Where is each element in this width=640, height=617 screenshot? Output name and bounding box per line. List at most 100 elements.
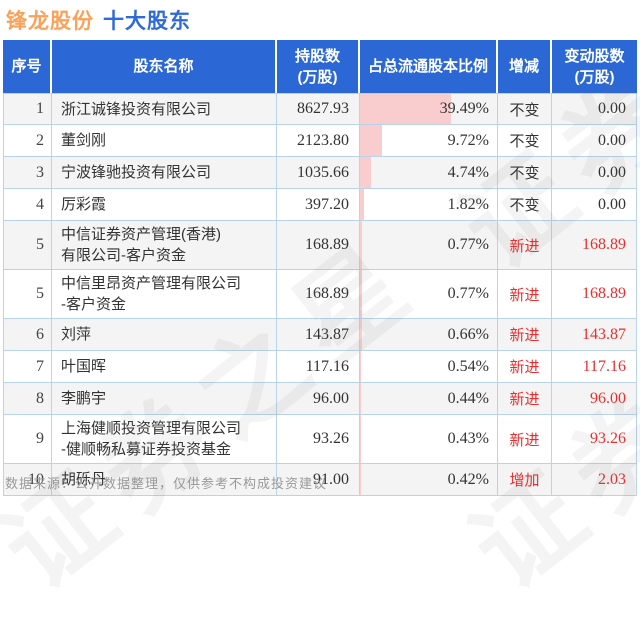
pct-value: 4.74% xyxy=(447,163,489,181)
row-no: 3 xyxy=(3,157,52,189)
pct-value: 0.44% xyxy=(447,389,489,407)
pct-bar xyxy=(360,415,361,463)
stock-name: 锋龙股份 xyxy=(6,10,94,33)
pct-bar xyxy=(360,125,383,156)
table-row: 9 上海健顺投资管理有限公司 -健顺畅私募证券投资基金 93.26 0.43% 新进 93… xyxy=(3,415,637,464)
pct-value: 0.43% xyxy=(447,430,489,447)
row-no: 10 xyxy=(3,464,52,496)
shares-held: 143.87 xyxy=(277,319,360,351)
table-row: 8 李鹏宇 96.00 0.44% 新进 96.00 xyxy=(3,383,637,415)
header-shares: 持股数 (万股) xyxy=(277,40,360,93)
row-no: 1 xyxy=(3,93,52,125)
pct-bar xyxy=(360,94,451,124)
change-shares: 96.00 xyxy=(552,383,637,415)
change-type: 新进 xyxy=(498,383,552,415)
shareholder-name: 董剑刚 xyxy=(52,125,277,157)
shareholder-name: 上海健顺投资管理有限公司 -健顺畅私募证券投资基金 xyxy=(52,415,277,464)
change-shares: 2.03 xyxy=(552,464,637,496)
shares-held: 168.89 xyxy=(277,221,360,270)
shares-held: 1035.66 xyxy=(277,157,360,189)
pct-bar xyxy=(360,464,361,495)
change-type: 新进 xyxy=(498,270,552,319)
pct-bar xyxy=(360,319,362,350)
pct-of-float: 0.66% xyxy=(360,319,498,351)
pct-value: 0.42% xyxy=(447,470,489,488)
pct-of-float: 0.77% xyxy=(360,270,498,319)
shareholder-name: 厉彩霞 xyxy=(52,189,277,221)
table-row: 3 宁波锋驰投资有限公司 1035.66 4.74% 不变 0.00 xyxy=(3,157,637,189)
change-shares: 0.00 xyxy=(552,93,637,125)
pct-of-float: 0.42% xyxy=(360,464,498,496)
pct-bar xyxy=(360,189,365,220)
pct-of-float: 9.72% xyxy=(360,125,498,157)
change-type: 不变 xyxy=(498,93,552,125)
row-no: 8 xyxy=(3,383,52,415)
pct-value: 0.77% xyxy=(447,236,489,253)
change-type: 新进 xyxy=(498,415,552,464)
shareholder-name: 李鹏宇 xyxy=(52,383,277,415)
pct-value: 0.66% xyxy=(447,325,489,343)
pct-value: 39.49% xyxy=(439,100,489,117)
table-row: 1 浙江诚锋投资有限公司 8627.93 39.49% 不变 0.00 xyxy=(3,93,637,125)
pct-of-float: 39.49% xyxy=(360,93,498,125)
change-type: 新进 xyxy=(498,319,552,351)
row-no: 5 xyxy=(3,270,52,319)
top10-shareholders-table: 序号 股东名称 持股数 (万股) 占总流通股本比例 增减 变动股数 (万股) 1… xyxy=(3,40,637,496)
pct-of-float: 4.74% xyxy=(360,157,498,189)
row-no: 5 xyxy=(3,221,52,270)
shareholder-name: 中信里昂资产管理有限公司 -客户资金 xyxy=(52,270,277,319)
change-type: 不变 xyxy=(498,125,552,157)
header-change: 增减 xyxy=(498,40,552,93)
pct-value: 1.82% xyxy=(447,195,489,213)
pct-bar xyxy=(360,351,362,382)
shareholder-name: 宁波锋驰投资有限公司 xyxy=(52,157,277,189)
table-header: 序号 股东名称 持股数 (万股) 占总流通股本比例 增减 变动股数 (万股) xyxy=(3,40,637,93)
shares-held: 117.16 xyxy=(277,351,360,383)
row-no: 6 xyxy=(3,319,52,351)
shares-held: 8627.93 xyxy=(277,93,360,125)
title-suffix: 十大股东 xyxy=(103,10,191,33)
pct-value: 9.72% xyxy=(447,131,489,149)
page-title: 锋龙股份 十大股东 xyxy=(6,5,191,35)
pct-bar xyxy=(360,270,362,318)
pct-value: 0.54% xyxy=(447,357,489,375)
pct-of-float: 0.44% xyxy=(360,383,498,415)
change-shares: 0.00 xyxy=(552,189,637,221)
row-no: 4 xyxy=(3,189,52,221)
row-no: 7 xyxy=(3,351,52,383)
table-row: 7 叶国晖 117.16 0.54% 新进 117.16 xyxy=(3,351,637,383)
row-no: 9 xyxy=(3,415,52,464)
header-name: 股东名称 xyxy=(52,40,277,93)
change-shares: 143.87 xyxy=(552,319,637,351)
shares-held: 93.26 xyxy=(277,415,360,464)
pct-bar xyxy=(360,157,371,188)
change-type: 新进 xyxy=(498,351,552,383)
change-type: 不变 xyxy=(498,189,552,221)
shares-held: 91.00 xyxy=(277,464,360,496)
pct-of-float: 0.77% xyxy=(360,221,498,270)
table-row: 10 胡砾丹 91.00 0.42% 增加 2.03 xyxy=(3,464,637,496)
change-shares: 0.00 xyxy=(552,157,637,189)
change-type: 新进 xyxy=(498,221,552,270)
shares-held: 96.00 xyxy=(277,383,360,415)
pct-bar xyxy=(360,221,362,269)
table-row: 5 中信证券资产管理(香港) 有限公司-客户资金 168.89 0.77% 新进 168.… xyxy=(3,221,637,270)
table-row: 2 董剑刚 2123.80 9.72% 不变 0.00 xyxy=(3,125,637,157)
change-shares: 168.89 xyxy=(552,221,637,270)
shareholder-name: 叶国晖 xyxy=(52,351,277,383)
change-shares: 0.00 xyxy=(552,125,637,157)
shares-held: 168.89 xyxy=(277,270,360,319)
shareholder-name: 刘萍 xyxy=(52,319,277,351)
shareholder-name: 中信证券资产管理(香港) 有限公司-客户资金 xyxy=(52,221,277,270)
header-change-shares: 变动股数 (万股) xyxy=(552,40,637,93)
header-serial: 序号 xyxy=(3,40,52,93)
pct-of-float: 1.82% xyxy=(360,189,498,221)
change-shares: 117.16 xyxy=(552,351,637,383)
table-row: 4 厉彩霞 397.20 1.82% 不变 0.00 xyxy=(3,189,637,221)
change-type: 增加 xyxy=(498,464,552,496)
shares-held: 397.20 xyxy=(277,189,360,221)
shareholder-name: 胡砾丹 xyxy=(52,464,277,496)
table-row: 5 中信里昂资产管理有限公司 -客户资金 168.89 0.77% 新进 168.89 xyxy=(3,270,637,319)
table-row: 6 刘萍 143.87 0.66% 新进 143.87 xyxy=(3,319,637,351)
data-source-note: 数据来源：公开数据整理，仅供参考不构成投资建议 xyxy=(5,476,328,491)
